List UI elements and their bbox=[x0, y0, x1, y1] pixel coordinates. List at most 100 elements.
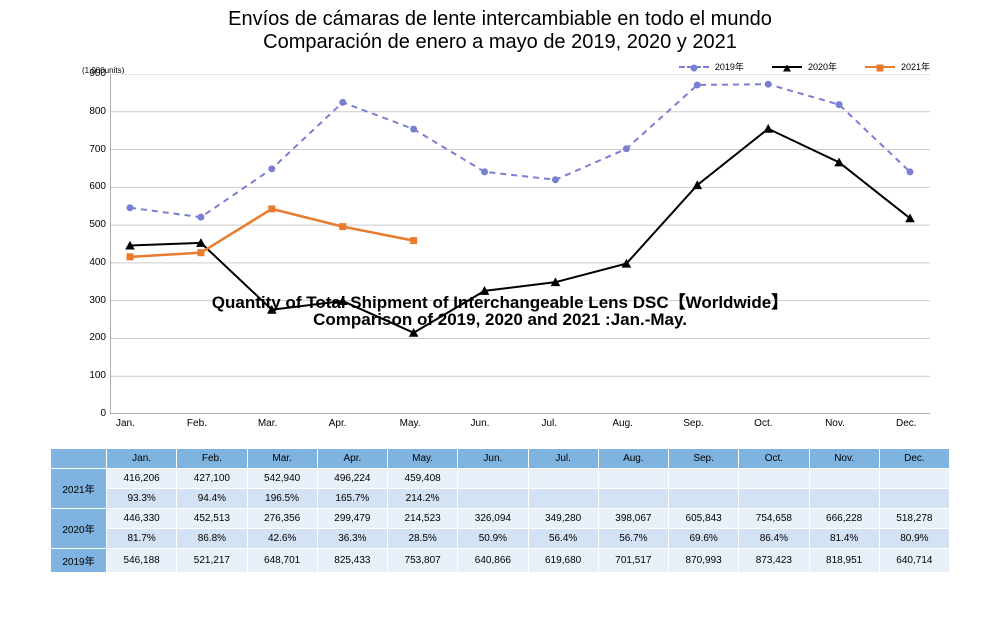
table-cell: 521,217 bbox=[177, 549, 247, 573]
table-row: 81.7%86.8%42.6%36.3%28.5%50.9%56.4%56.7%… bbox=[51, 529, 950, 549]
table-cell: 299,479 bbox=[317, 509, 387, 529]
th-dec: Dec. bbox=[879, 449, 949, 469]
table-cell: 165.7% bbox=[317, 489, 387, 509]
triangle-icon bbox=[783, 64, 791, 71]
th-may: May. bbox=[388, 449, 458, 469]
table-cell: 276,356 bbox=[247, 509, 317, 529]
table-cell bbox=[879, 489, 949, 509]
table-cell bbox=[669, 489, 739, 509]
table-cell: 873,423 bbox=[739, 549, 809, 573]
x-tick-label: Mar. bbox=[258, 418, 277, 429]
x-tick-label: Jul. bbox=[541, 418, 557, 429]
table-cell: 542,940 bbox=[247, 469, 317, 489]
table-cell bbox=[809, 469, 879, 489]
plot-region bbox=[110, 74, 930, 414]
title-line-2: Comparación de enero a mayo de 2019, 202… bbox=[20, 31, 980, 54]
table-cell: 446,330 bbox=[107, 509, 177, 529]
y-tick-label: 0 bbox=[84, 408, 106, 419]
x-tick-label: Oct. bbox=[754, 418, 772, 429]
table-cell: 81.7% bbox=[107, 529, 177, 549]
table-cell: 825,433 bbox=[317, 549, 387, 573]
legend: 2019年 2020年 2021年 bbox=[679, 60, 930, 73]
table-cell: 398,067 bbox=[598, 509, 668, 529]
chart-area: (1,000units) 2019年 2020年 2021年 bbox=[60, 60, 940, 440]
year-head: 2019年 bbox=[51, 549, 107, 573]
table-cell: 86.4% bbox=[739, 529, 809, 549]
table-cell: 666,228 bbox=[809, 509, 879, 529]
table-cell bbox=[669, 469, 739, 489]
table-cell: 56.7% bbox=[598, 529, 668, 549]
table-cell: 326,094 bbox=[458, 509, 528, 529]
title-line-1: Envíos de cámaras de lente intercambiabl… bbox=[20, 8, 980, 31]
table-cell: 640,714 bbox=[879, 549, 949, 573]
th-jul: Jul. bbox=[528, 449, 598, 469]
table-cell bbox=[528, 489, 598, 509]
chart-container: Envíos de cámaras de lente intercambiabl… bbox=[0, 0, 1000, 633]
th-aug: Aug. bbox=[598, 449, 668, 469]
table-cell: 546,188 bbox=[107, 549, 177, 573]
th-feb: Feb. bbox=[177, 449, 247, 469]
table-cell: 81.4% bbox=[809, 529, 879, 549]
table-cell bbox=[739, 469, 809, 489]
table-cell bbox=[598, 489, 668, 509]
x-tick-label: Nov. bbox=[825, 418, 845, 429]
y-tick-label: 800 bbox=[84, 106, 106, 117]
table-row: 2021年416,206427,100542,940496,224459,408 bbox=[51, 469, 950, 489]
th-sep: Sep. bbox=[669, 449, 739, 469]
table-cell bbox=[809, 489, 879, 509]
table-cell: 94.4% bbox=[177, 489, 247, 509]
table-cell: 753,807 bbox=[388, 549, 458, 573]
title-block: Envíos de cámaras de lente intercambiabl… bbox=[20, 8, 980, 54]
overlay-title-2: Comparison of 2019, 2020 and 2021 :Jan.-… bbox=[60, 310, 940, 330]
table-cell: 640,866 bbox=[458, 549, 528, 573]
table-cell bbox=[528, 469, 598, 489]
table-cell: 518,278 bbox=[879, 509, 949, 529]
table-cell: 818,951 bbox=[809, 549, 879, 573]
table-row: 2019年546,188521,217648,701825,433753,807… bbox=[51, 549, 950, 573]
x-tick-label: Aug. bbox=[612, 418, 633, 429]
table-cell: 459,408 bbox=[388, 469, 458, 489]
year-head: 2021年 bbox=[51, 469, 107, 509]
table-cell: 42.6% bbox=[247, 529, 317, 549]
table-cell: 86.8% bbox=[177, 529, 247, 549]
data-table: Jan. Feb. Mar. Apr. May. Jun. Jul. Aug. … bbox=[50, 448, 950, 573]
legend-2019: 2019年 bbox=[679, 60, 744, 73]
table-cell bbox=[598, 469, 668, 489]
th-jun: Jun. bbox=[458, 449, 528, 469]
table-cell: 56.4% bbox=[528, 529, 598, 549]
table-cell: 93.3% bbox=[107, 489, 177, 509]
table-cell bbox=[458, 469, 528, 489]
legend-2020: 2020年 bbox=[772, 60, 837, 73]
table-cell: 427,100 bbox=[177, 469, 247, 489]
x-tick-label: May. bbox=[400, 418, 421, 429]
th-nov: Nov. bbox=[809, 449, 879, 469]
table-cell bbox=[739, 489, 809, 509]
chart-svg bbox=[110, 74, 930, 414]
table-cell: 619,680 bbox=[528, 549, 598, 573]
y-tick-label: 200 bbox=[84, 332, 106, 343]
table-cell: 214.2% bbox=[388, 489, 458, 509]
x-tick-label: Sep. bbox=[683, 418, 704, 429]
circle-icon bbox=[690, 64, 697, 71]
legend-label-2021: 2021年 bbox=[901, 60, 930, 73]
square-icon bbox=[876, 64, 883, 71]
legend-label-2019: 2019年 bbox=[715, 60, 744, 73]
table-cell: 80.9% bbox=[879, 529, 949, 549]
table-cell bbox=[879, 469, 949, 489]
th-mar: Mar. bbox=[247, 449, 317, 469]
table-header-row: Jan. Feb. Mar. Apr. May. Jun. Jul. Aug. … bbox=[51, 449, 950, 469]
table-cell: 50.9% bbox=[458, 529, 528, 549]
x-tick-label: Dec. bbox=[896, 418, 917, 429]
y-tick-label: 400 bbox=[84, 257, 106, 268]
legend-label-2020: 2020年 bbox=[808, 60, 837, 73]
table-cell: 416,206 bbox=[107, 469, 177, 489]
table-cell: 196.5% bbox=[247, 489, 317, 509]
y-tick-label: 700 bbox=[84, 144, 106, 155]
x-tick-label: Apr. bbox=[329, 418, 347, 429]
table-cell: 754,658 bbox=[739, 509, 809, 529]
table-cell bbox=[458, 489, 528, 509]
table-cell: 28.5% bbox=[388, 529, 458, 549]
legend-2021: 2021年 bbox=[865, 60, 930, 73]
table-cell: 349,280 bbox=[528, 509, 598, 529]
x-tick-label: Jun. bbox=[471, 418, 490, 429]
